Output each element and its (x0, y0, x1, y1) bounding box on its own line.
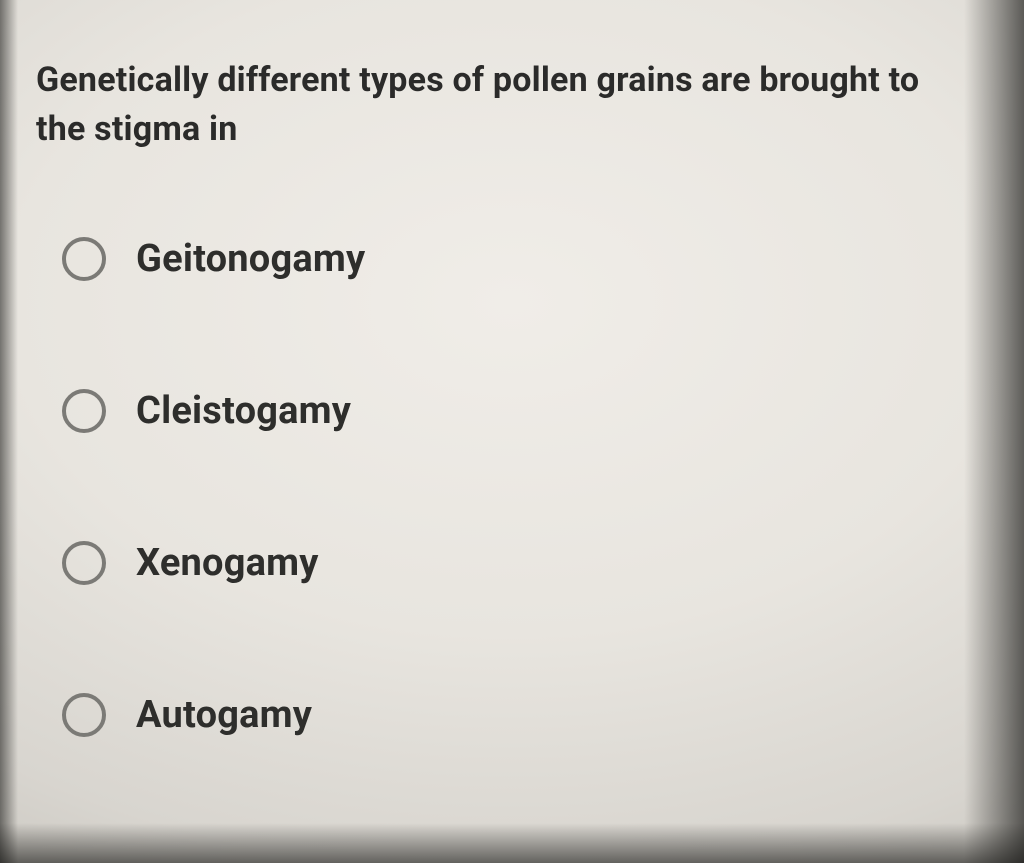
option-xenogamy[interactable]: Xenogamy (62, 541, 988, 585)
question-line-1: Genetically different types of pollen gr… (36, 60, 919, 100)
radio-icon (62, 693, 106, 737)
quiz-page: Genetically different types of pollen gr… (0, 0, 1024, 863)
radio-icon (62, 237, 106, 281)
option-label: Xenogamy (136, 541, 319, 585)
option-label: Autogamy (136, 693, 312, 737)
option-geitonogamy[interactable]: Geitonogamy (62, 237, 988, 281)
option-cleistogamy[interactable]: Cleistogamy (62, 389, 988, 433)
option-autogamy[interactable]: Autogamy (62, 693, 988, 737)
radio-icon (62, 389, 106, 433)
question-line-2: the stigma in (36, 109, 238, 149)
option-label: Cleistogamy (136, 389, 351, 433)
option-label: Geitonogamy (136, 237, 365, 281)
question-text: Genetically different types of pollen gr… (36, 56, 988, 155)
radio-icon (62, 541, 106, 585)
options-list: Geitonogamy Cleistogamy Xenogamy Autogam… (36, 237, 988, 737)
